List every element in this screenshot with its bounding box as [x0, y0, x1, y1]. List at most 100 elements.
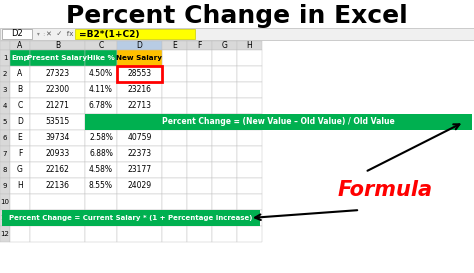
Text: H: H	[17, 182, 23, 191]
Bar	[187, 98, 212, 114]
Bar	[162, 66, 187, 82]
Bar	[162, 41, 187, 50]
Bar	[30, 210, 85, 226]
Text: G: G	[17, 165, 23, 174]
Bar	[237, 114, 262, 130]
Bar	[10, 66, 30, 82]
Bar	[212, 130, 237, 146]
Bar	[30, 50, 85, 66]
Bar	[30, 194, 85, 210]
Bar	[30, 82, 85, 98]
Bar	[212, 82, 237, 98]
Bar	[237, 98, 262, 114]
Bar	[85, 50, 117, 66]
Text: D: D	[17, 117, 23, 126]
Text: 12: 12	[0, 231, 9, 237]
Bar	[117, 50, 162, 66]
Bar	[187, 162, 212, 178]
Bar	[187, 66, 212, 82]
Bar	[237, 66, 262, 82]
Bar	[162, 146, 187, 162]
Bar	[117, 178, 162, 194]
Bar	[30, 50, 85, 66]
Bar	[10, 226, 30, 242]
Bar	[30, 41, 85, 50]
Text: 28553: 28553	[128, 70, 152, 79]
Bar	[187, 178, 212, 194]
Bar	[237, 50, 262, 66]
Bar	[212, 98, 237, 114]
Bar	[85, 162, 117, 178]
Text: 8: 8	[3, 167, 7, 173]
Bar	[10, 50, 30, 66]
Bar	[162, 210, 187, 226]
Text: 6: 6	[3, 135, 7, 141]
Bar	[0, 210, 10, 226]
Text: 2.58%: 2.58%	[89, 133, 113, 143]
Bar	[117, 66, 162, 82]
Text: 2: 2	[3, 71, 7, 77]
Text: 11: 11	[0, 215, 9, 221]
Bar	[212, 114, 237, 130]
Bar	[162, 82, 187, 98]
Bar	[212, 146, 237, 162]
Bar	[85, 210, 117, 226]
Text: Percent Change = Current Salary * (1 + Percentage Increase): Percent Change = Current Salary * (1 + P…	[9, 215, 253, 221]
Text: 3: 3	[3, 87, 7, 93]
Bar	[85, 50, 117, 66]
Bar	[212, 41, 237, 50]
Text: E: E	[18, 133, 22, 143]
Bar	[0, 194, 10, 210]
Text: G: G	[221, 41, 228, 50]
Bar	[0, 146, 10, 162]
Bar	[85, 130, 117, 146]
Text: 6.78%: 6.78%	[89, 102, 113, 111]
Bar	[85, 114, 472, 130]
Bar	[237, 41, 262, 50]
Bar	[117, 162, 162, 178]
Text: 22136: 22136	[46, 182, 70, 191]
Text: C: C	[99, 41, 104, 50]
Bar	[117, 146, 162, 162]
Text: 22373: 22373	[128, 150, 152, 159]
Text: Present Salary: Present Salary	[27, 55, 88, 61]
Bar	[30, 130, 85, 146]
Text: F: F	[18, 150, 22, 159]
Text: 1: 1	[3, 55, 7, 61]
Text: 4.11%: 4.11%	[89, 85, 113, 94]
Bar	[10, 50, 30, 66]
Text: D2: D2	[11, 29, 23, 38]
Bar	[237, 226, 262, 242]
Text: 10: 10	[0, 199, 9, 205]
Bar	[117, 66, 162, 82]
Text: 21271: 21271	[46, 102, 69, 111]
Bar	[75, 29, 195, 39]
Bar	[0, 41, 262, 242]
Bar	[85, 226, 117, 242]
Bar	[10, 114, 30, 130]
Text: D: D	[137, 41, 143, 50]
Text: 7: 7	[3, 151, 7, 157]
Text: 23177: 23177	[128, 165, 152, 174]
Text: B: B	[55, 41, 60, 50]
Bar	[187, 114, 212, 130]
Bar	[30, 98, 85, 114]
Bar	[212, 178, 237, 194]
Bar	[85, 98, 117, 114]
Bar	[212, 226, 237, 242]
Text: 4.50%: 4.50%	[89, 70, 113, 79]
Bar	[162, 226, 187, 242]
Bar	[212, 50, 237, 66]
Bar	[162, 178, 187, 194]
Bar	[0, 66, 10, 82]
Bar	[85, 114, 117, 130]
Text: 39734: 39734	[46, 133, 70, 143]
Text: Formula: Formula	[337, 180, 433, 200]
Bar	[0, 114, 10, 130]
Bar	[0, 178, 10, 194]
Bar	[162, 130, 187, 146]
Bar	[187, 210, 212, 226]
Bar	[212, 210, 237, 226]
Text: Emp: Emp	[11, 55, 29, 61]
Text: E: E	[172, 41, 177, 50]
